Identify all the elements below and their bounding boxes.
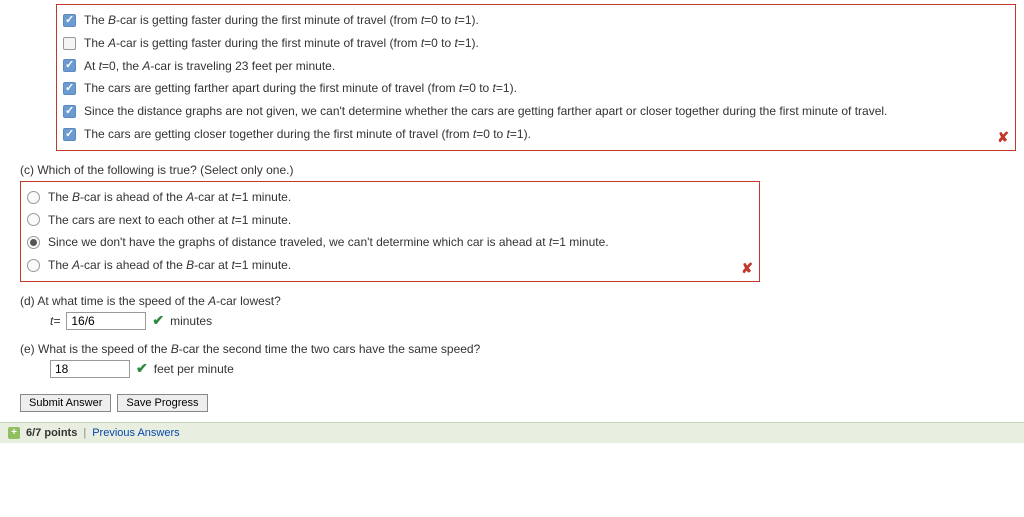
incorrect-icon: ✘ <box>997 129 1009 146</box>
checkbox-option[interactable]: The cars are getting farther apart durin… <box>61 77 1007 100</box>
option-text: Since the distance graphs are not given,… <box>84 103 887 120</box>
option-text: The cars are getting farther apart durin… <box>84 80 517 97</box>
separator: | <box>83 427 86 439</box>
button-row: Submit Answer Save Progress <box>20 394 1024 412</box>
checkbox-option[interactable]: The A-car is getting faster during the f… <box>61 32 1007 55</box>
option-text: The cars are getting closer together dur… <box>84 126 531 143</box>
option-text: Since we don't have the graphs of distan… <box>48 234 609 251</box>
checkbox[interactable] <box>63 82 76 95</box>
score-text: 6/7 points <box>26 427 77 439</box>
radio[interactable] <box>27 236 40 249</box>
radio-option[interactable]: The B-car is ahead of the A-car at t=1 m… <box>25 186 751 209</box>
incorrect-icon: ✘ <box>741 260 753 277</box>
submit-answer-button[interactable]: Submit Answer <box>20 394 111 412</box>
checkbox-option[interactable]: The cars are getting closer together dur… <box>61 123 1007 146</box>
question-e-prompt: (e) What is the speed of the B-car the s… <box>20 342 1024 356</box>
checkbox-option[interactable]: At t=0, the A-car is traveling 23 feet p… <box>61 55 1007 78</box>
plus-icon: + <box>8 427 20 439</box>
option-text: The A-car is ahead of the B-car at t=1 m… <box>48 257 291 274</box>
page: The B-car is getting faster during the f… <box>0 4 1024 443</box>
checkbox-option[interactable]: The B-car is getting faster during the f… <box>61 9 1007 32</box>
question-b-box: The B-car is getting faster during the f… <box>56 4 1016 151</box>
option-text: The cars are next to each other at t=1 m… <box>48 212 291 229</box>
option-text: At t=0, the A-car is traveling 23 feet p… <box>84 58 335 75</box>
question-d-answer-row: t= ✔ minutes <box>50 312 1024 330</box>
checkbox-option[interactable]: Since the distance graphs are not given,… <box>61 100 1007 123</box>
option-text: The B-car is getting faster during the f… <box>84 12 479 29</box>
radio-option[interactable]: The A-car is ahead of the B-car at t=1 m… <box>25 254 751 277</box>
radio[interactable] <box>27 191 40 204</box>
checkbox[interactable] <box>63 128 76 141</box>
correct-check-icon: ✔ <box>136 360 148 377</box>
checkbox[interactable] <box>63 105 76 118</box>
question-e-unit: feet per minute <box>154 362 234 376</box>
question-c-prompt: (c) Which of the following is true? (Sel… <box>20 163 1024 177</box>
radio[interactable] <box>27 259 40 272</box>
radio[interactable] <box>27 213 40 226</box>
question-e-input[interactable] <box>50 360 130 378</box>
previous-answers-link[interactable]: Previous Answers <box>92 427 179 439</box>
question-d-unit: minutes <box>170 314 212 328</box>
radio-option[interactable]: The cars are next to each other at t=1 m… <box>25 209 751 232</box>
footer-bar: + 6/7 points | Previous Answers <box>0 422 1024 443</box>
save-progress-button[interactable]: Save Progress <box>117 394 207 412</box>
question-c-box: The B-car is ahead of the A-car at t=1 m… <box>20 181 760 282</box>
checkbox[interactable] <box>63 37 76 50</box>
correct-check-icon: ✔ <box>152 312 164 329</box>
checkbox[interactable] <box>63 14 76 27</box>
question-d-prompt: (d) At what time is the speed of the A-c… <box>20 294 1024 308</box>
question-d-input[interactable] <box>66 312 146 330</box>
option-text: The A-car is getting faster during the f… <box>84 35 479 52</box>
radio-option[interactable]: Since we don't have the graphs of distan… <box>25 231 751 254</box>
question-e-answer-row: ✔ feet per minute <box>50 360 1024 378</box>
option-text: The B-car is ahead of the A-car at t=1 m… <box>48 189 291 206</box>
checkbox[interactable] <box>63 59 76 72</box>
t-equals-label: t= <box>50 314 60 328</box>
